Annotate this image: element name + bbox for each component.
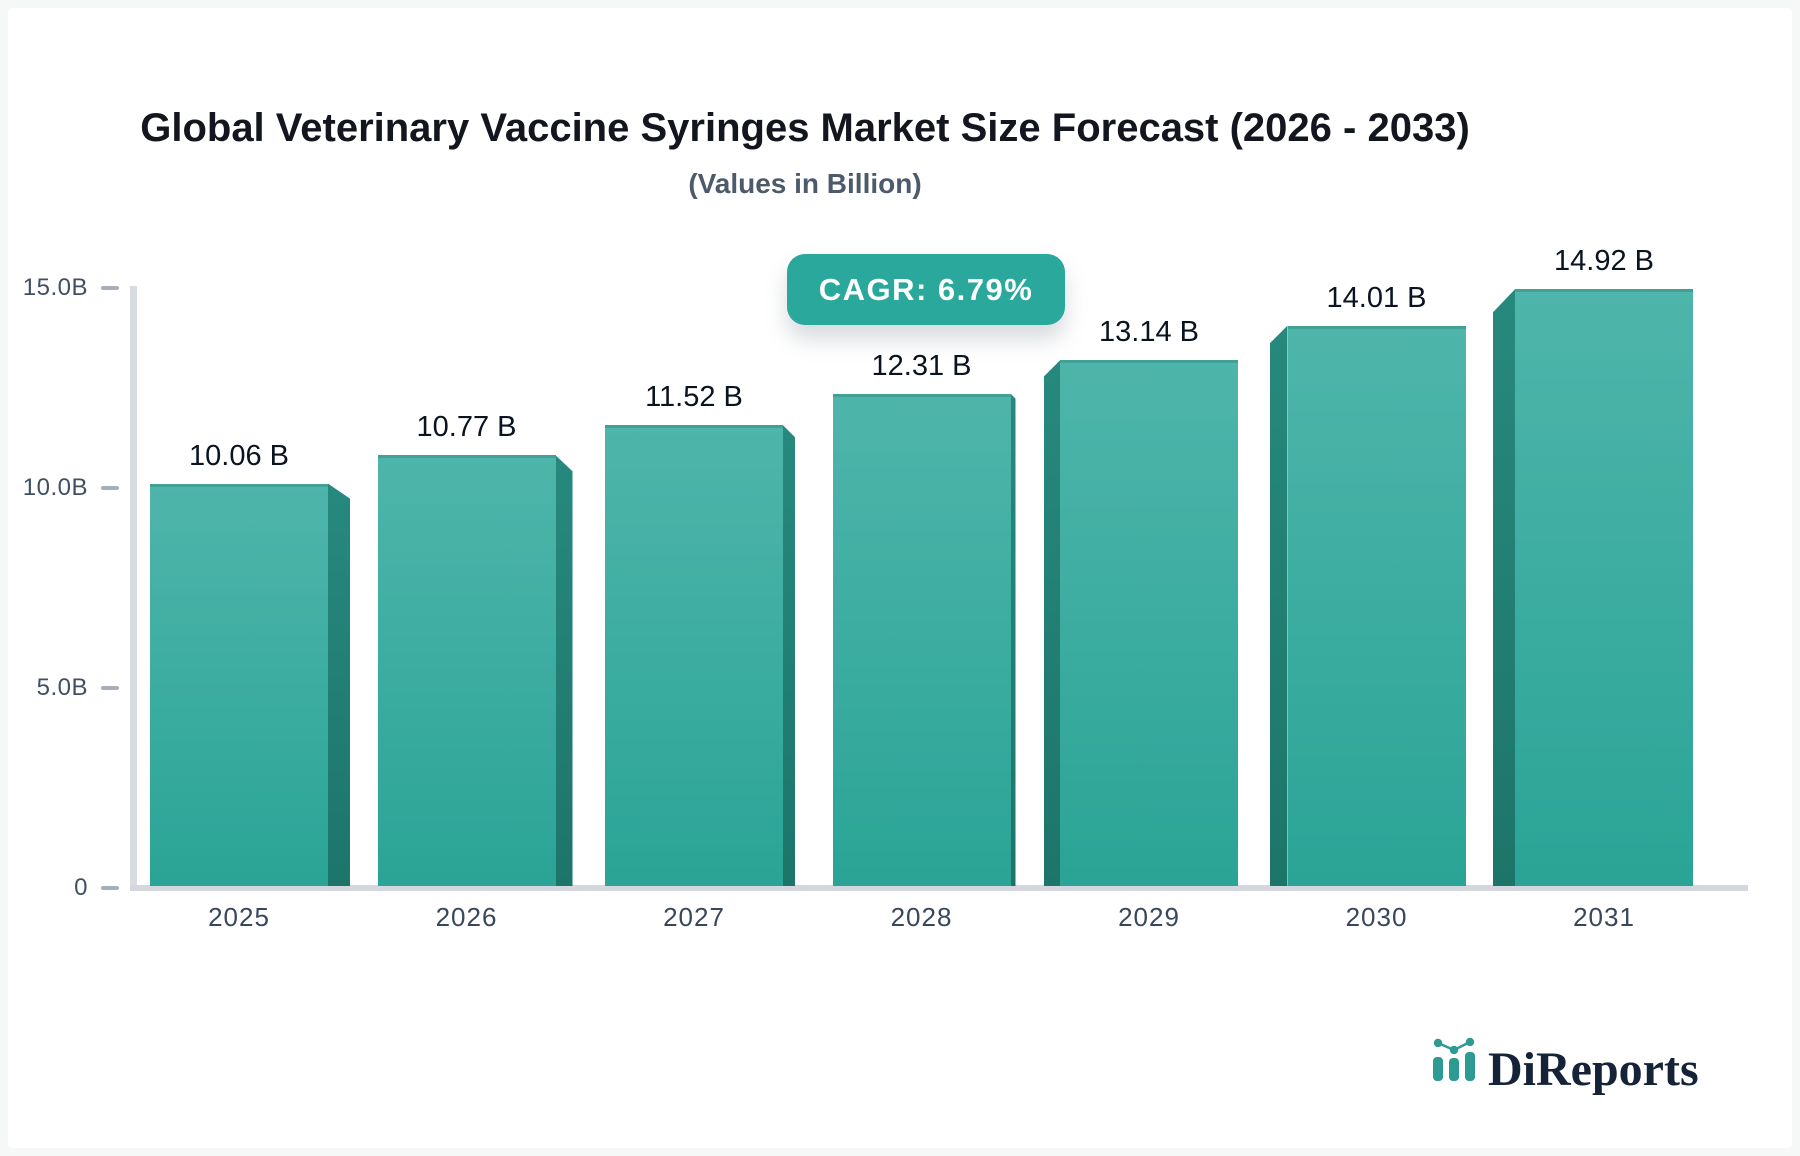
bar-2030 [1287, 325, 1466, 886]
bar-side-2031 [1493, 289, 1515, 886]
y-tick-label: 15.0B [22, 274, 88, 301]
brand-logo: DiReports [1430, 1036, 1699, 1103]
bar-2031 [1515, 289, 1693, 886]
bar-side-2027 [783, 425, 795, 886]
cagr-badge-label: CAGR: 6.79% [818, 271, 1034, 307]
y-tick-mark [101, 486, 119, 490]
bar-2029 [1060, 360, 1238, 886]
y-tick-mark [101, 886, 119, 890]
y-tick-label: 10.0B [22, 474, 88, 501]
value-label-2025: 10.06 B [189, 439, 289, 472]
bar-2026 [377, 455, 556, 886]
value-label-2026: 10.77 B [416, 411, 517, 444]
mini-bar-line-chart-icon [1433, 1037, 1475, 1081]
x-tick-label-2030: 2030 [1345, 902, 1408, 932]
bar-2025 [150, 483, 328, 886]
bar-side-2028 [1010, 393, 1016, 886]
x-tick-label-2025: 2025 [208, 902, 270, 932]
value-label-2030: 14.01 B [1326, 281, 1427, 314]
x-tick-label-2028: 2028 [890, 902, 953, 932]
bar-side-2030 [1269, 325, 1288, 886]
chart-subtitle: (Values in Billion) [688, 168, 922, 199]
bar-side-2029 [1044, 360, 1060, 886]
value-label-2027: 11.52 B [645, 381, 743, 414]
bar-side-2025 [328, 483, 350, 886]
bar-side-2026 [555, 455, 573, 886]
y-tick-mark [101, 686, 119, 690]
y-tick-mark [101, 286, 119, 290]
cagr-badge: CAGR: 6.79% [787, 254, 1065, 325]
value-label-2029: 13.14 B [1099, 316, 1199, 349]
y-axis-line [130, 286, 137, 886]
x-axis-line [130, 885, 1748, 891]
y-tick-label: 0 [74, 874, 88, 901]
bar-2028 [832, 393, 1011, 886]
x-tick-label-2027: 2027 [663, 902, 725, 932]
value-label-2031: 14.92 B [1554, 245, 1654, 278]
y-tick-label: 5.0B [36, 674, 88, 701]
chart-title: Global Veterinary Vaccine Syringes Marke… [140, 106, 1470, 150]
brand-logo-text: DiReports [1488, 1043, 1699, 1096]
x-tick-label-2026: 2026 [435, 902, 498, 932]
x-tick-label-2031: 2031 [1573, 902, 1635, 932]
bar-2027 [605, 425, 783, 886]
value-label-2028: 12.31 B [871, 349, 972, 382]
x-tick-label-2029: 2029 [1118, 902, 1180, 932]
